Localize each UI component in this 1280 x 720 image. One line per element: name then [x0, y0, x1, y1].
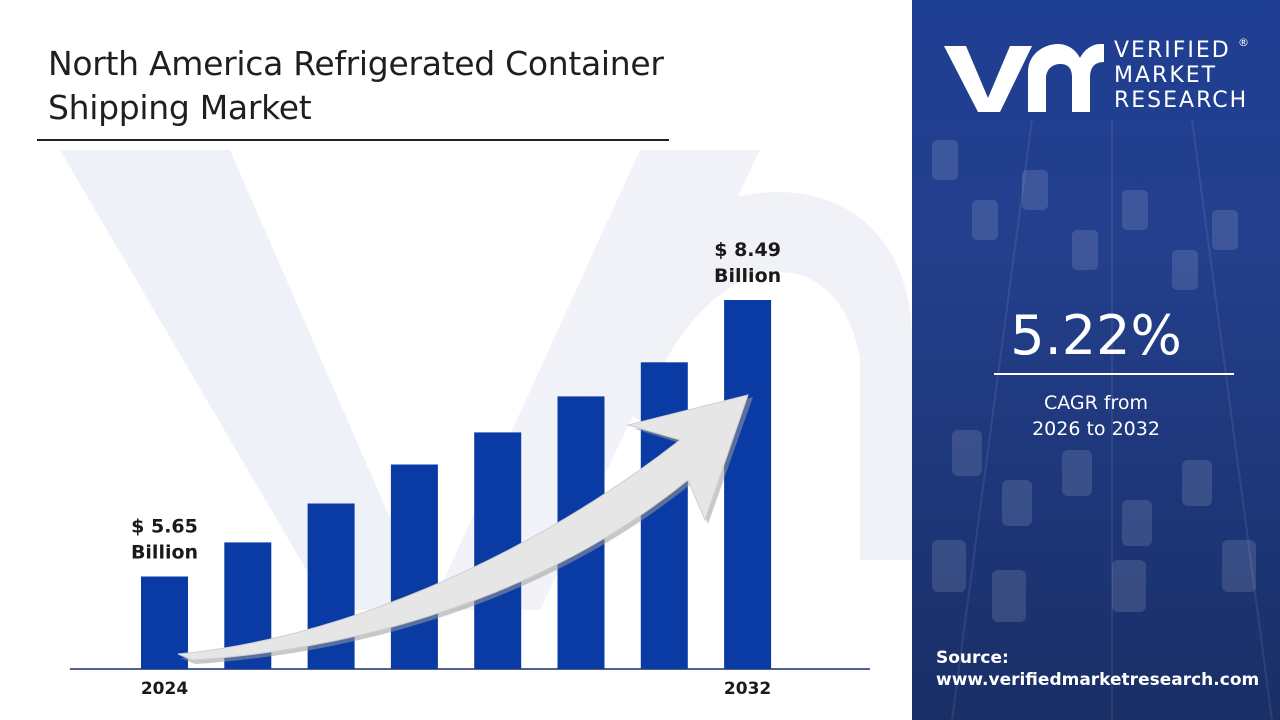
x-tick-label-7: 2032 — [724, 679, 771, 699]
title-line-1: North America Refrigerated Container — [48, 44, 664, 83]
info-panel: VERIFIED MARKET RESEARCH ® 5.22% CAGR fr… — [912, 0, 1280, 720]
title-line-2: Shipping Market — [48, 88, 312, 127]
cagr-value: 5.22% — [1010, 304, 1182, 367]
brand-line-2: MARKET — [1114, 63, 1218, 88]
brand-name: VERIFIED MARKET RESEARCH — [1114, 38, 1248, 113]
trend-arrow — [177, 394, 749, 661]
title-divider — [37, 139, 669, 141]
bar-3 — [390, 464, 438, 669]
chart-title: North America Refrigerated Container Shi… — [48, 42, 848, 130]
data-label-value-0: $ 5.65 — [131, 516, 198, 538]
bar-7 — [724, 300, 772, 669]
vmr-logo-icon — [944, 44, 1104, 112]
data-label-unit-0: Billion — [131, 542, 198, 564]
source-label: Source: — [936, 648, 1009, 668]
cagr-label-line-1: CAGR from — [1043, 392, 1149, 414]
source-note: Source: www.verifiedmarketresearch.com — [936, 647, 1259, 691]
data-label-value-7: $ 8.49 — [714, 239, 781, 261]
data-label-unit-7: Billion — [714, 265, 781, 287]
chart-panel: North America Refrigerated Container Shi… — [37, 42, 912, 699]
cagr-divider — [994, 373, 1234, 375]
cagr-label: CAGR from 2026 to 2032 — [912, 390, 1280, 442]
bar-chart: $ 5.65 Billion $ 8.49 Billion 2024 2032 — [70, 239, 870, 699]
x-tick-label-0: 2024 — [141, 679, 188, 699]
source-url: www.verifiedmarketresearch.com — [936, 670, 1260, 690]
brand-line-3: RESEARCH — [1114, 88, 1249, 113]
background-traffic-texture — [932, 119, 1273, 720]
registered-mark: ® — [1238, 36, 1249, 49]
cagr-label-line-2: 2026 to 2032 — [1032, 418, 1160, 440]
brand-line-1: VERIFIED — [1114, 38, 1231, 63]
